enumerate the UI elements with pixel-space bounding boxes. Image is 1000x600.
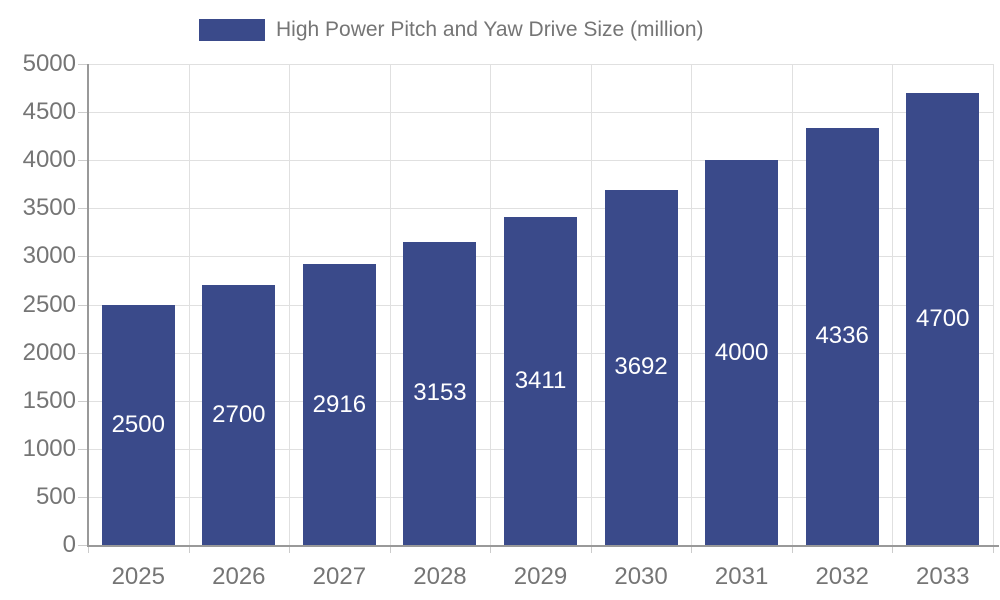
bar-value-label: 4336 [815,322,869,350]
bar[interactable] [202,285,276,545]
x-tick [791,545,793,553]
x-gridline [389,64,391,545]
y-axis-label: 2500 [22,290,76,318]
y-gridline [88,160,993,162]
y-axis-label: 500 [35,482,76,510]
y-axis-label: 2000 [22,338,76,366]
y-axis-label: 1000 [22,434,76,462]
x-axis-label: 2029 [513,563,568,590]
bar-value-label: 3411 [514,366,567,394]
x-gridline [892,64,894,545]
legend-label: High Power Pitch and Yaw Drive Size (mil… [276,18,704,41]
bar[interactable] [604,189,678,545]
x-gridline [490,64,492,545]
y-axis-label: 0 [62,531,76,558]
x-tick [88,545,89,553]
bar[interactable] [403,241,477,545]
x-axis-label: 2032 [815,563,869,590]
y-axis-label: 5000 [22,50,76,77]
x-tick [590,545,592,553]
x-tick [993,545,994,553]
x-gridline [289,64,291,545]
bar-value-label: 2500 [111,410,165,438]
x-axis-label: 2031 [714,563,769,590]
x-tick [289,545,291,553]
bar[interactable] [705,160,779,545]
x-gridline [188,64,190,545]
bar[interactable] [302,264,376,545]
bar-value-label: 2916 [312,390,367,418]
y-tick [78,400,88,402]
y-tick [78,160,88,162]
x-tick [892,545,894,553]
y-tick [78,256,88,258]
bar-value-label: 3692 [614,353,668,381]
bar[interactable] [101,304,175,545]
y-tick [78,352,88,354]
y-axis-label: 4000 [22,146,76,174]
bar[interactable] [504,216,577,545]
bar-value-label: 3153 [413,379,467,407]
x-gridline [993,64,994,545]
x-tick [188,545,190,553]
y-tick [78,112,88,114]
y-gridline [88,208,993,210]
y-gridline [88,64,993,65]
bar[interactable] [805,127,879,545]
x-gridline [691,64,693,545]
x-axis-label: 2028 [413,563,467,590]
bar-value-label: 4700 [916,304,970,332]
legend-swatch [199,19,265,41]
y-tick [78,496,88,498]
legend[interactable]: High Power Pitch and Yaw Drive Size (mil… [199,18,704,42]
x-axis-line [87,545,999,547]
y-gridline [88,112,993,114]
bar[interactable] [906,92,980,545]
x-axis-label: 2026 [212,563,266,590]
y-axis-line [87,64,89,547]
x-axis-label: 2033 [916,563,970,590]
y-tick [78,545,88,546]
y-axis-label: 1500 [22,386,76,414]
bar-value-label: 4000 [714,338,769,366]
x-tick [389,545,391,553]
x-axis-label: 2030 [614,563,668,590]
bar-value-label: 2700 [212,401,266,429]
x-gridline [791,64,793,545]
y-axis-label: 3000 [22,242,76,270]
y-tick [78,304,88,306]
y-tick [78,208,88,210]
x-tick [490,545,492,553]
x-gridline [590,64,592,545]
x-tick [691,545,693,553]
x-axis-label: 2025 [111,563,165,590]
y-tick [78,64,88,65]
y-axis-label: 4500 [22,98,76,126]
x-axis-label: 2027 [312,563,367,590]
y-axis-label: 3500 [22,194,76,222]
y-tick [78,448,88,450]
